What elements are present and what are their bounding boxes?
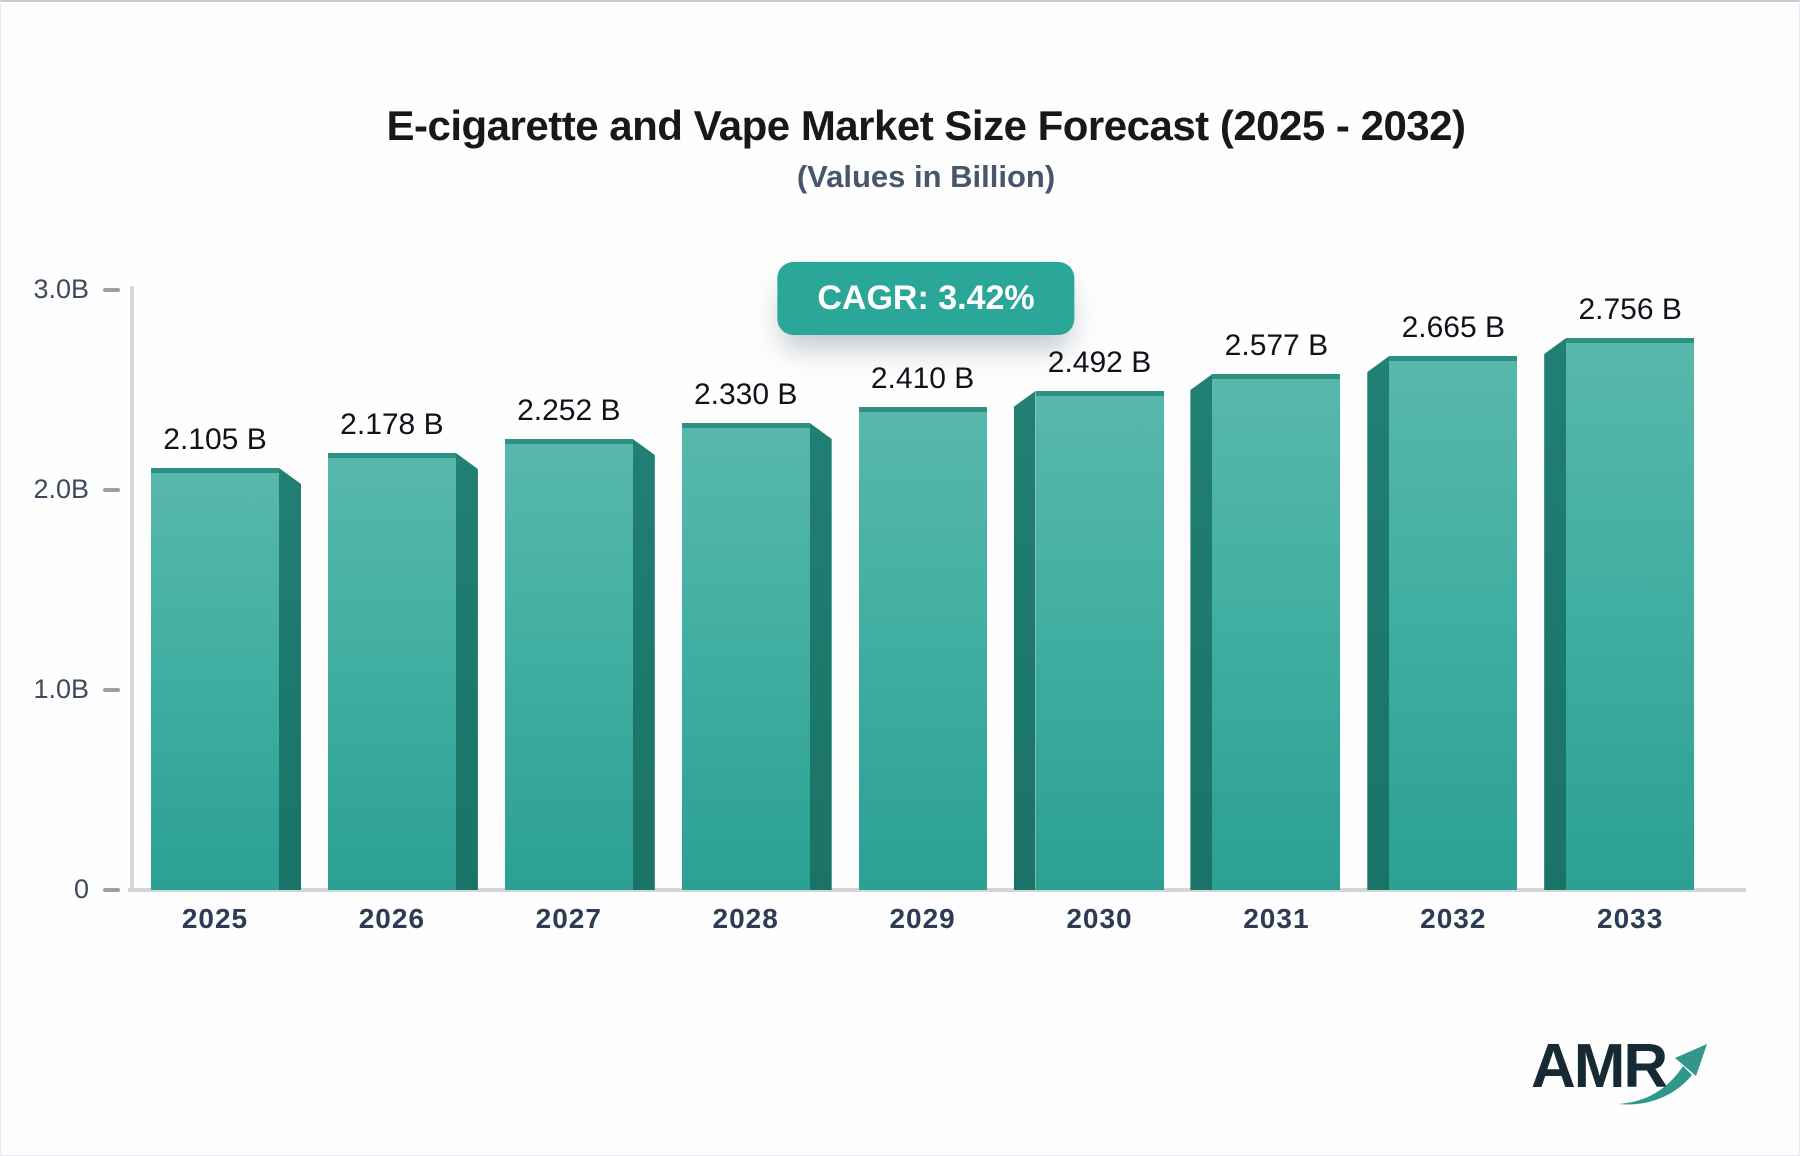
bar-2029 — [858, 407, 987, 890]
bar-value-label: 2.492 B — [1047, 346, 1152, 379]
bar-2033 — [1566, 338, 1695, 890]
bar-value-label: 2.577 B — [1224, 329, 1329, 362]
bar-value-label: 2.178 B — [340, 408, 444, 441]
x-axis-label-2029: 2029 — [889, 903, 956, 934]
bar-side-3d — [632, 439, 655, 890]
bar-2025 — [151, 468, 279, 890]
bar-side-3d — [1013, 391, 1036, 890]
x-axis-label-2025: 2025 — [181, 903, 249, 934]
bar-2028 — [681, 423, 810, 890]
bar-side-3d — [1190, 374, 1213, 890]
x-axis-label-2032: 2032 — [1420, 903, 1487, 934]
amr-logo: AMR — [1531, 1036, 1711, 1116]
x-axis-label-2027: 2027 — [535, 903, 602, 934]
x-axis-line — [128, 888, 1746, 892]
y-tick-dash — [103, 288, 120, 292]
chart-subtitle: (Values in Billion) — [796, 158, 1056, 194]
bar-2026 — [327, 453, 456, 890]
bar-2032 — [1389, 356, 1518, 890]
bar-side-3d — [279, 468, 301, 890]
bar-value-label: 2.330 B — [693, 378, 798, 411]
bar-side-3d — [1544, 338, 1567, 890]
bar-value-label: 2.105 B — [163, 423, 267, 456]
x-axis-label-2030: 2030 — [1066, 903, 1133, 934]
header-block: E-cigarette and Vape Market Size Forecas… — [386, 2, 1467, 195]
y-axis-line — [130, 286, 134, 890]
bar-2031 — [1212, 374, 1341, 890]
x-axis-label-2033: 2033 — [1597, 903, 1664, 934]
y-tick-label: 3.0B — [33, 274, 89, 304]
bar-2030 — [1035, 391, 1164, 890]
x-axis-label-2028: 2028 — [712, 903, 779, 934]
y-tick-label: 0 — [73, 874, 89, 904]
bar-side-3d — [809, 423, 832, 890]
y-tick-label: 1.0B — [33, 674, 89, 704]
y-tick-dash — [103, 688, 120, 692]
cagr-badge: CAGR: 3.42% — [777, 262, 1075, 335]
y-tick-label: 2.0B — [33, 474, 89, 504]
bar-side-3d — [455, 453, 478, 890]
bar-2027 — [504, 439, 633, 890]
bar-value-label: 2.410 B — [870, 362, 975, 395]
bar-value-label: 2.665 B — [1401, 311, 1505, 344]
x-axis-label-2026: 2026 — [358, 903, 426, 934]
y-tick-dash — [103, 888, 120, 892]
bar-value-label: 2.756 B — [1578, 293, 1682, 326]
amr-logo-text: AMR — [1531, 1032, 1668, 1101]
bar-side-3d — [1367, 356, 1390, 890]
y-tick-dash — [103, 488, 120, 492]
growth-arrow-icon — [1619, 1044, 1707, 1105]
bar-value-label: 2.252 B — [517, 394, 621, 427]
x-axis-label-2031: 2031 — [1243, 903, 1310, 934]
chart-title: E-cigarette and Vape Market Size Forecas… — [386, 102, 1467, 149]
